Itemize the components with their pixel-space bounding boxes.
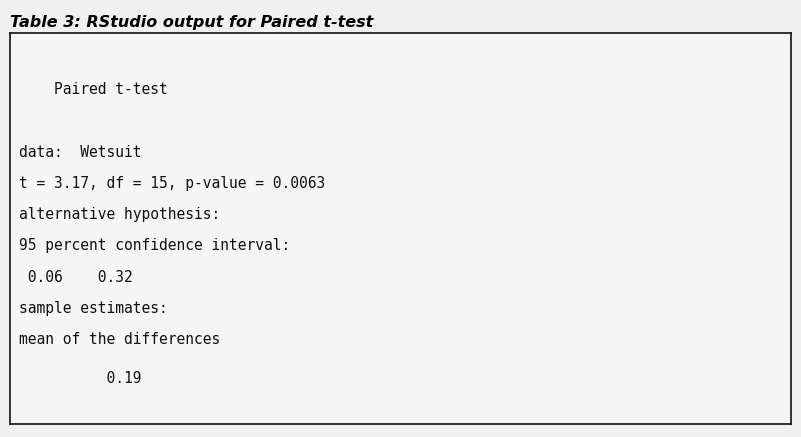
Text: mean of the differences: mean of the differences [19,332,220,347]
Text: t = 3.17, df = 15, p-value = 0.0063: t = 3.17, df = 15, p-value = 0.0063 [19,176,325,191]
Text: 95 percent confidence interval:: 95 percent confidence interval: [19,239,290,253]
Text: 0.19: 0.19 [19,371,142,386]
Text: data:  Wetsuit: data: Wetsuit [19,145,142,160]
Text: alternative hypothesis:: alternative hypothesis: [19,207,220,222]
Text: Table 3: RStudio output for Paired t-test: Table 3: RStudio output for Paired t-tes… [10,15,372,30]
Text: sample estimates:: sample estimates: [19,301,167,316]
Text: Paired t-test: Paired t-test [19,82,167,97]
Text: 0.06    0.32: 0.06 0.32 [19,270,133,285]
